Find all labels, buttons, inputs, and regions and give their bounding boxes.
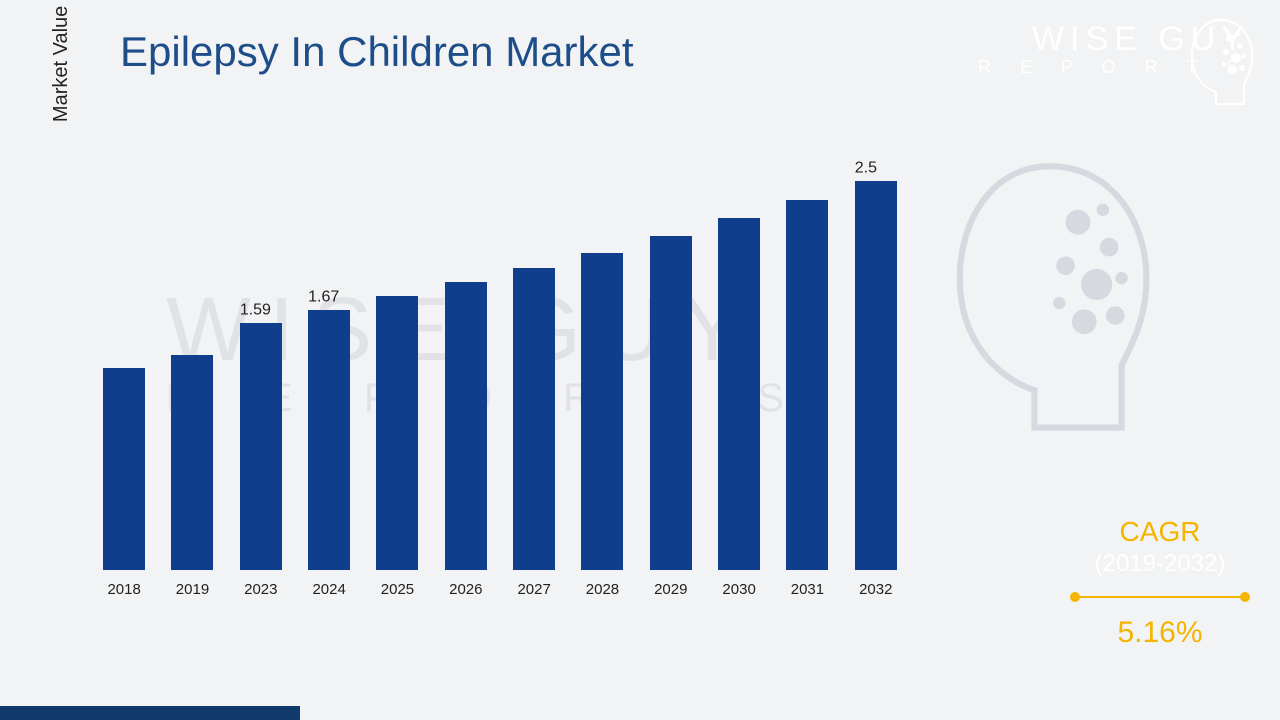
x-tick-label: 2023 (244, 581, 277, 598)
x-tick-label: 2032 (859, 581, 892, 598)
bottom-accent-strip (0, 706, 300, 720)
x-tick-label: 2031 (791, 581, 824, 598)
bar-slot: 1.672024 (295, 150, 363, 570)
x-tick-label: 2018 (107, 581, 140, 598)
bar (376, 296, 418, 570)
x-tick-label: 2027 (517, 581, 550, 598)
cagr-block: CAGR (2019-2032) 5.16% (1040, 516, 1280, 650)
cagr-range: (2019-2032) (1040, 550, 1280, 578)
bars-container: 201820191.5920231.6720242025202620272028… (90, 150, 910, 570)
bar (581, 253, 623, 570)
x-tick-label: 2029 (654, 581, 687, 598)
watermark-head-icon (940, 160, 1160, 440)
bar-slot: 2018 (90, 150, 158, 570)
bar-slot: 1.592023 (227, 150, 295, 570)
x-tick-label: 2019 (176, 581, 209, 598)
bar: 1.67 (308, 310, 350, 570)
chart-title: Epilepsy In Children Market (120, 28, 634, 76)
bar-slot: 2031 (773, 150, 841, 570)
cagr-value: 5.16% (1040, 616, 1280, 650)
bar: 2.5 (855, 181, 897, 570)
y-axis-label: Market Value in USD Billion (50, 0, 74, 180)
x-tick-label: 2028 (586, 581, 619, 598)
bar-value-label: 2.5 (855, 160, 877, 178)
bar-slot: 2028 (568, 150, 636, 570)
bar (718, 218, 760, 570)
logo-line1: WISE GUY (978, 20, 1250, 59)
bar-slot: 2029 (637, 150, 705, 570)
bar-slot: 2.52032 (842, 150, 910, 570)
brand-logo: WISE GUY R E P O R T S (978, 20, 1250, 78)
cagr-label: CAGR (1040, 516, 1280, 548)
x-tick-label: 2025 (381, 581, 414, 598)
x-tick-label: 2024 (312, 581, 345, 598)
bar (786, 200, 828, 570)
report-infographic: WISE GUY R E P O R T S CAGR (2019-2032) … (0, 0, 1280, 720)
bar-value-label: 1.67 (308, 289, 339, 307)
logo-line2: R E P O R T S (978, 57, 1250, 78)
bar-slot: 2025 (363, 150, 431, 570)
x-tick-label: 2030 (722, 581, 755, 598)
x-tick-label: 2026 (449, 581, 482, 598)
bar: 1.59 (240, 323, 282, 570)
bar-slot: 2019 (158, 150, 226, 570)
cagr-divider (1075, 596, 1245, 598)
bar (445, 282, 487, 570)
bar (171, 355, 213, 570)
bar-slot: 2030 (705, 150, 773, 570)
bar-chart: 201820191.5920231.6720242025202620272028… (90, 150, 910, 600)
bar-value-label: 1.59 (240, 301, 271, 319)
bar (513, 268, 555, 570)
bar-slot: 2027 (500, 150, 568, 570)
bar (103, 368, 145, 570)
bar-slot: 2026 (432, 150, 500, 570)
bar (650, 236, 692, 570)
